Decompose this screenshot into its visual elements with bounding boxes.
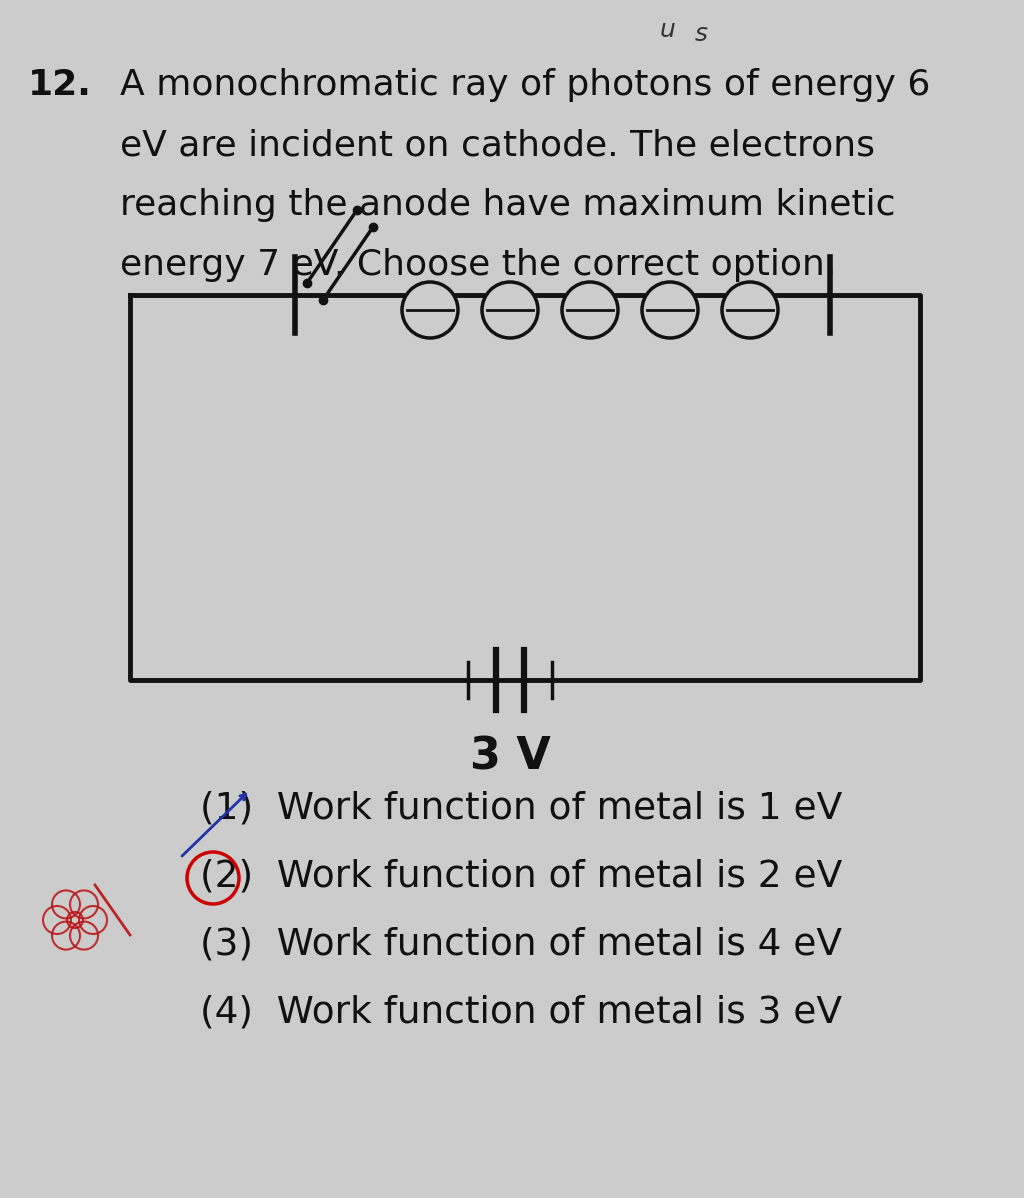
Circle shape [642,282,698,338]
Text: s: s [695,22,708,46]
Text: u: u [660,18,676,42]
Circle shape [402,282,458,338]
Text: 12.: 12. [28,68,92,102]
Text: (1)  Work function of metal is 1 eV: (1) Work function of metal is 1 eV [200,789,843,825]
Circle shape [482,282,538,338]
Text: 3 V: 3 V [470,736,551,778]
Text: (4)  Work function of metal is 3 eV: (4) Work function of metal is 3 eV [200,994,842,1030]
Circle shape [722,282,778,338]
Text: (2)  Work function of metal is 2 eV: (2) Work function of metal is 2 eV [200,858,843,894]
Text: reaching the anode have maximum kinetic: reaching the anode have maximum kinetic [120,188,896,222]
Text: A monochromatic ray of photons of energy 6: A monochromatic ray of photons of energy… [120,68,931,102]
Text: energy 7 eV. Choose the correct option.: energy 7 eV. Choose the correct option. [120,248,837,282]
Text: eV are incident on cathode. The electrons: eV are incident on cathode. The electron… [120,128,874,162]
Text: (3)  Work function of metal is 4 eV: (3) Work function of metal is 4 eV [200,926,842,962]
Circle shape [562,282,618,338]
